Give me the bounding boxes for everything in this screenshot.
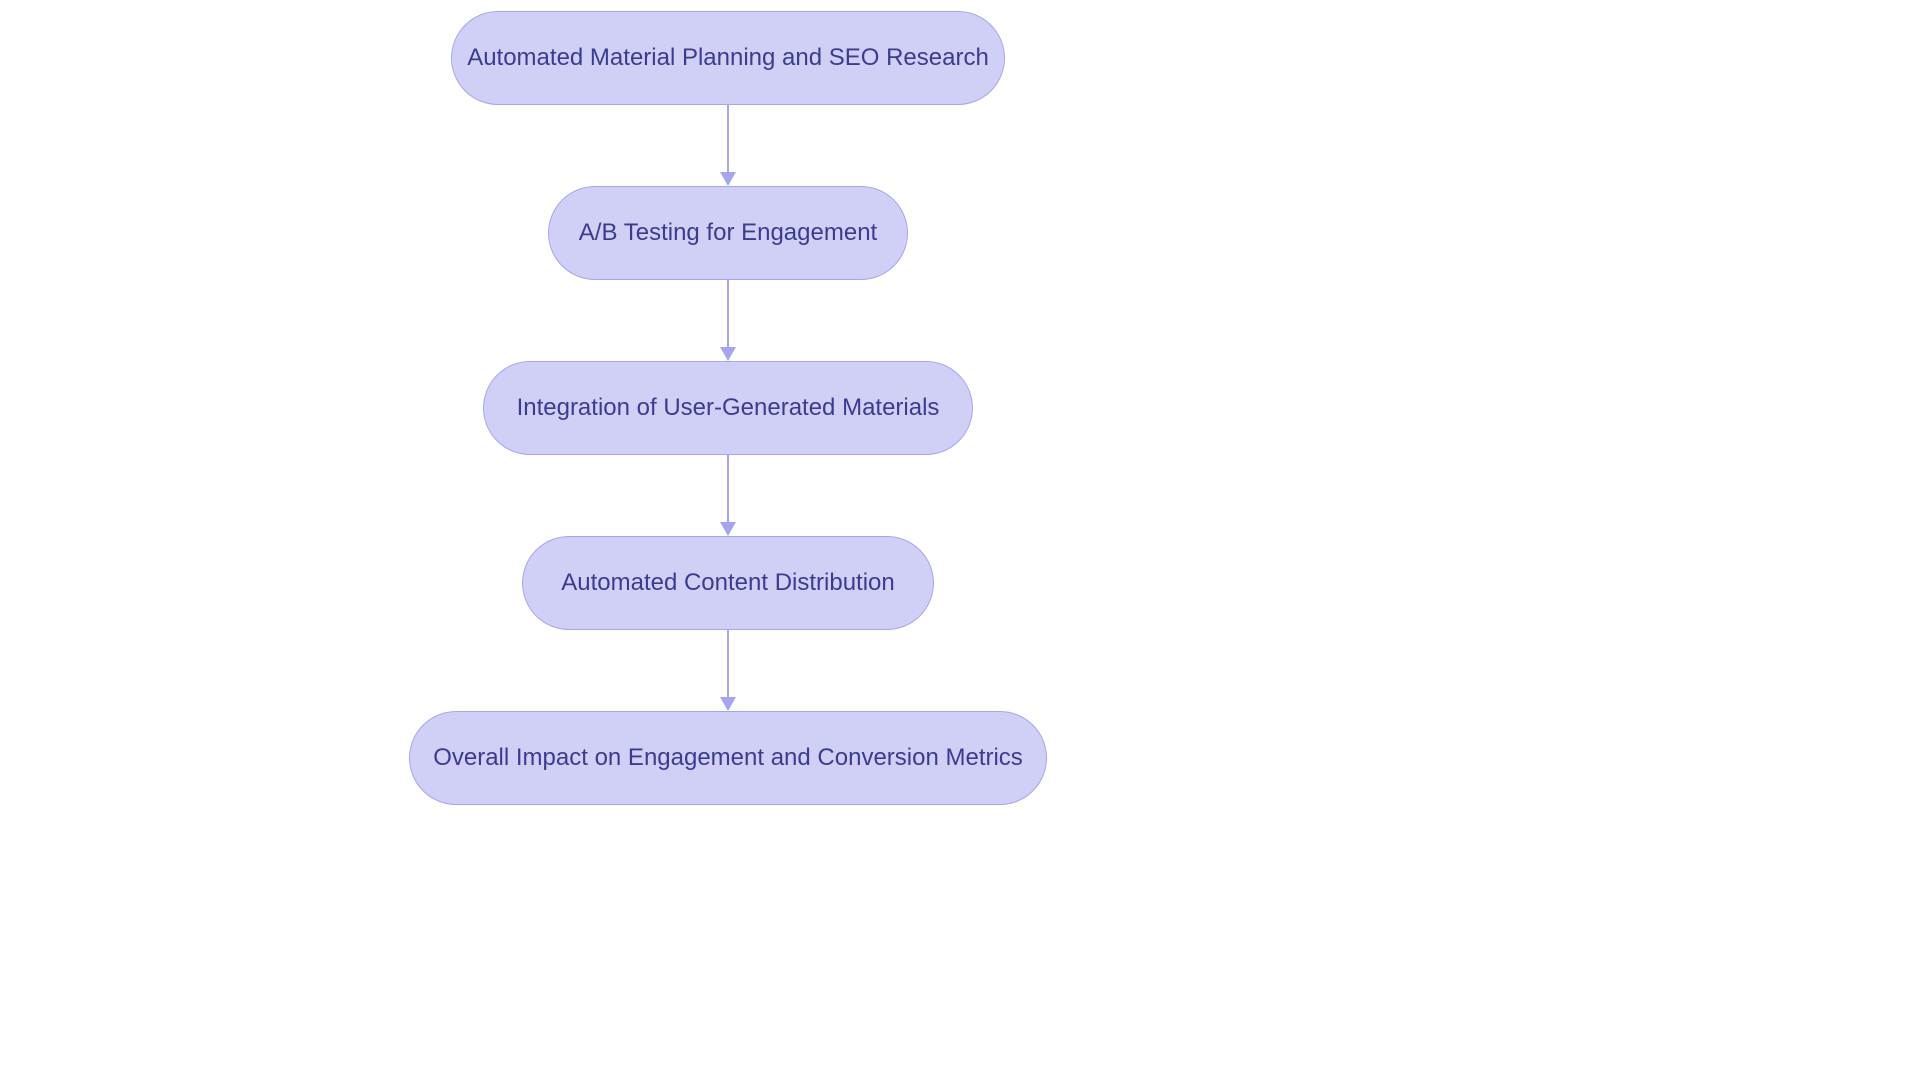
arrow-head-1 <box>720 172 736 186</box>
arrow-head-3 <box>720 522 736 536</box>
node-label: A/B Testing for Engagement <box>579 219 877 247</box>
node-label: Overall Impact on Engagement and Convers… <box>433 744 1023 772</box>
arrow-line-1 <box>727 105 729 172</box>
node-label: Automated Content Distribution <box>561 569 895 597</box>
node-label: Automated Material Planning and SEO Rese… <box>467 44 989 72</box>
node-label: Integration of User-Generated Materials <box>517 394 940 422</box>
flowchart-node-1: Automated Material Planning and SEO Rese… <box>451 11 1005 105</box>
flowchart-container: Automated Material Planning and SEO Rese… <box>0 0 1920 1083</box>
arrow-head-4 <box>720 697 736 711</box>
arrow-line-3 <box>727 455 729 522</box>
arrow-head-2 <box>720 347 736 361</box>
flowchart-node-2: A/B Testing for Engagement <box>548 186 908 280</box>
flowchart-node-5: Overall Impact on Engagement and Convers… <box>409 711 1047 805</box>
flowchart-node-3: Integration of User-Generated Materials <box>483 361 973 455</box>
arrow-line-4 <box>727 630 729 697</box>
flowchart-node-4: Automated Content Distribution <box>522 536 934 630</box>
arrow-line-2 <box>727 280 729 347</box>
